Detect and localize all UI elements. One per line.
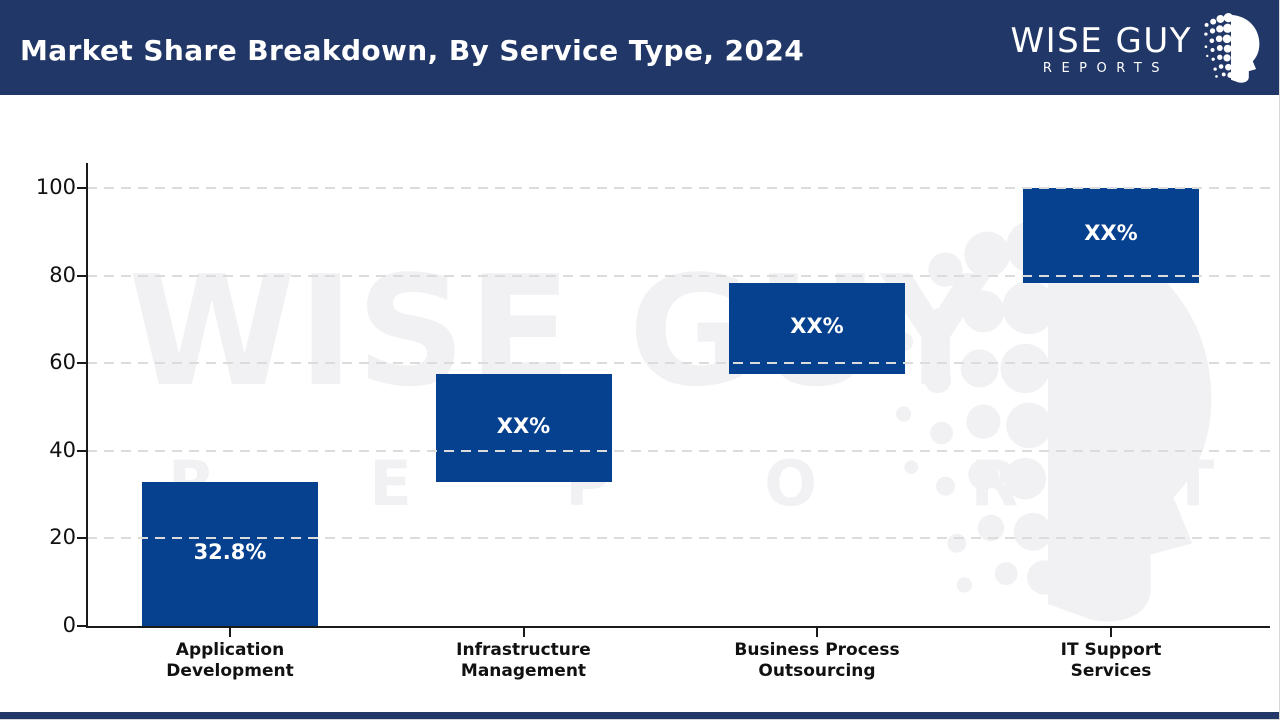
category-label-line: Services — [1070, 661, 1152, 681]
category-label-3: IT Support Services — [981, 640, 1241, 682]
y-tick-mark-40 — [77, 449, 86, 452]
category-label-line: Outsourcing — [758, 661, 876, 681]
brand-logo: WISE GUY REPORTS — [1010, 13, 1264, 87]
category-label-line: Application — [175, 640, 285, 660]
logo-subtext: REPORTS — [1042, 61, 1170, 76]
bar-0 — [142, 482, 318, 626]
logo-wordmark: WISE GUY — [1010, 21, 1192, 61]
gridline-100 — [87, 187, 1270, 189]
bar-value-label-3: XX% — [1084, 221, 1138, 246]
y-tick-mark-20 — [77, 537, 86, 540]
gridline-60 — [87, 362, 1270, 365]
category-label-line: Management — [460, 661, 587, 681]
category-label-line: Infrastructure — [456, 640, 591, 660]
category-label-line: Development — [166, 661, 294, 681]
category-label-1: Infrastructure Management — [394, 640, 654, 682]
bar-value-label-2: XX% — [790, 314, 844, 339]
y-tick-mark-80 — [77, 274, 86, 277]
gridline-40 — [87, 449, 1270, 452]
y-tick-label-40: 40 — [49, 437, 76, 462]
head-profile-icon — [1198, 13, 1264, 87]
gridline-20 — [87, 537, 1270, 540]
category-label-line: IT Support — [1060, 640, 1162, 660]
x-axis-spine — [86, 626, 1270, 628]
category-label-line: Business Process — [734, 640, 900, 660]
x-tick-mark-3 — [1110, 628, 1112, 637]
bar-value-label-1: XX% — [496, 414, 551, 439]
watermark-head-icon — [858, 220, 1238, 647]
bar-1 — [435, 373, 612, 483]
y-tick-mark-60 — [77, 362, 86, 365]
y-tick-label-80: 80 — [49, 262, 76, 287]
plot-area: 0 20 40 60 80 100 32.8% Application Development X… — [0, 95, 1279, 713]
footer-bar — [0, 712, 1279, 719]
brand-logo-text: WISE GUY REPORTS — [1010, 23, 1192, 77]
x-tick-mark-1 — [522, 628, 525, 637]
y-tick-label-0: 0 — [62, 613, 76, 637]
category-label-0: Application Development — [100, 640, 360, 682]
y-tick-mark-0 — [77, 625, 86, 627]
x-tick-mark-2 — [816, 628, 818, 637]
y-tick-label-60: 60 — [49, 350, 76, 375]
y-axis-spine — [86, 163, 88, 628]
bar-2 — [729, 282, 905, 374]
category-label-2: Business Process Outsourcing — [687, 640, 947, 682]
bar-3 — [1023, 188, 1199, 283]
header-bar: Market Share Breakdown, By Service Type,… — [0, 0, 1279, 95]
y-tick-label-100: 100 — [35, 175, 76, 199]
gridline-80 — [87, 274, 1270, 277]
page-title: Market Share Breakdown, By Service Type,… — [20, 34, 805, 67]
x-tick-mark-0 — [229, 628, 231, 637]
chart-area: WISE GUY R E P O R T S 02040608010032.8%… — [0, 95, 1279, 713]
y-tick-mark-100 — [77, 187, 86, 189]
bar-value-label-0: 32.8% — [193, 540, 267, 565]
y-tick-label-20: 20 — [49, 525, 76, 550]
